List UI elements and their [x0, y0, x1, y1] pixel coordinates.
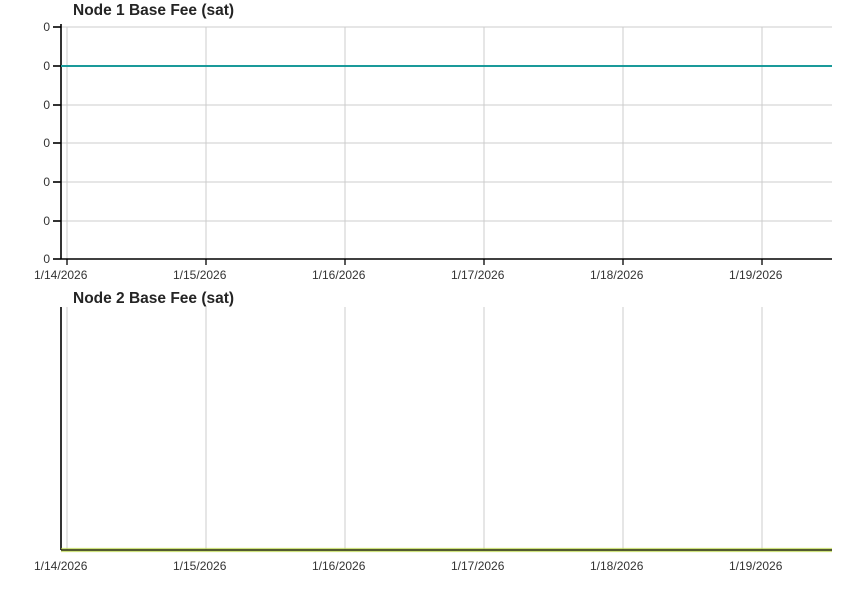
svg-text:1/15/2026: 1/15/2026 — [173, 268, 227, 282]
svg-text:1/17/2026: 1/17/2026 — [451, 268, 505, 282]
svg-text:0: 0 — [43, 136, 50, 150]
svg-text:1/18/2026: 1/18/2026 — [590, 559, 644, 573]
svg-text:1/18/2026: 1/18/2026 — [590, 268, 644, 282]
svg-text:0: 0 — [43, 98, 50, 112]
svg-text:0: 0 — [43, 214, 50, 228]
svg-text:0: 0 — [43, 20, 50, 34]
svg-text:1/15/2026: 1/15/2026 — [173, 559, 227, 573]
svg-text:1/19/2026: 1/19/2026 — [729, 559, 783, 573]
svg-text:1/17/2026: 1/17/2026 — [451, 559, 505, 573]
svg-text:1/16/2026: 1/16/2026 — [312, 268, 366, 282]
svg-text:0: 0 — [43, 59, 50, 73]
svg-text:0: 0 — [43, 175, 50, 189]
svg-text:1/19/2026: 1/19/2026 — [729, 268, 783, 282]
svg-text:0: 0 — [43, 252, 50, 266]
svg-text:1/14/2026: 1/14/2026 — [34, 268, 88, 282]
svg-text:1/16/2026: 1/16/2026 — [312, 559, 366, 573]
svg-text:1/14/2026: 1/14/2026 — [34, 559, 88, 573]
